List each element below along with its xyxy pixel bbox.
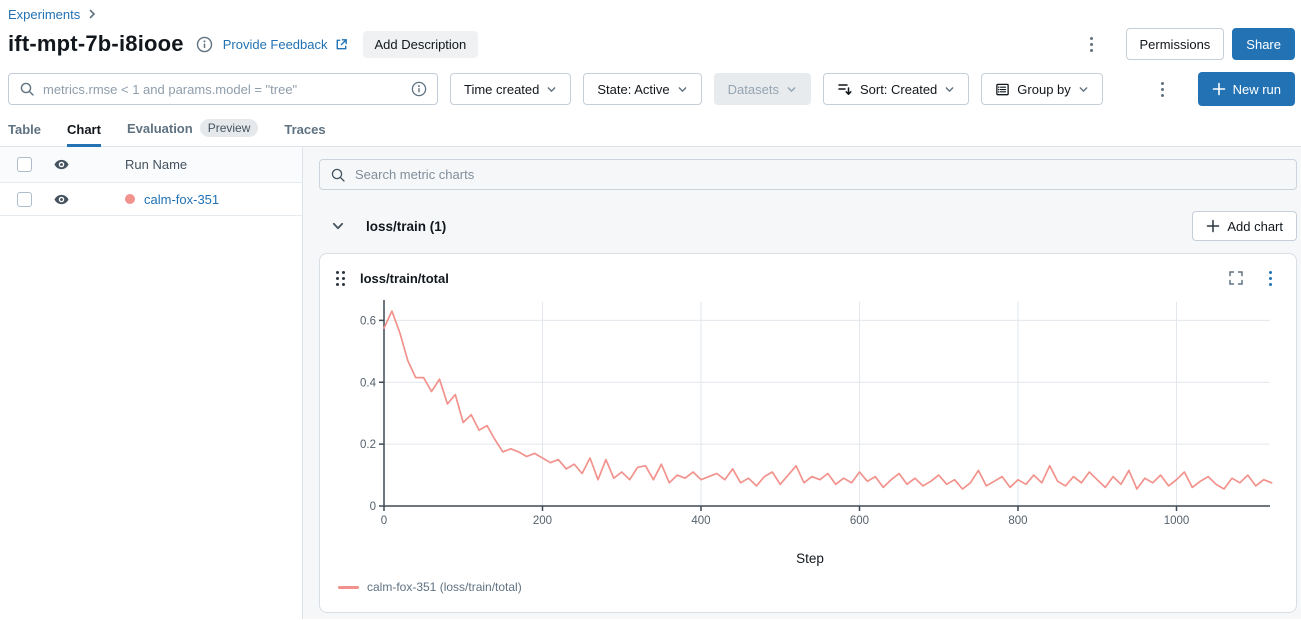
x-axis-title: Step [796,551,824,566]
plus-icon [1206,219,1220,233]
provide-feedback-label: Provide Feedback [222,36,328,52]
external-link-icon [334,37,349,52]
page-title: ift-mpt-7b-i8iooe [8,31,184,56]
add-chart-button[interactable]: Add chart [1192,211,1297,241]
toolbar-overflow-menu-button[interactable] [1153,75,1173,103]
select-all-checkbox[interactable] [17,157,32,172]
legend-label: calm-fox-351 (loss/train/total) [367,580,522,594]
svg-text:1000: 1000 [1164,515,1190,527]
permissions-button[interactable]: Permissions [1125,28,1225,60]
tab-table[interactable]: Table [8,122,41,146]
run-name-link[interactable]: calm-fox-351 [144,191,220,207]
svg-text:400: 400 [691,515,710,527]
group-by-label: Group by [1017,81,1071,97]
search-icon [330,167,346,183]
search-icon [19,81,35,97]
breadcrumb: Experiments [8,5,1295,23]
share-label: Share [1246,36,1281,52]
datasets-label: Datasets [727,81,779,97]
metric-section-header: loss/train (1) Add chart [319,211,1297,241]
datasets-filter: Datasets [713,73,811,105]
chart-card-menu-button[interactable] [1260,264,1280,292]
chevron-down-icon [677,84,688,95]
tab-chart-label: Chart [67,122,101,137]
chevron-down-icon [1078,84,1089,95]
chevron-down-icon [546,84,557,95]
state-label: State: Active [597,81,670,97]
breadcrumb-experiments-link[interactable]: Experiments [8,6,81,22]
tab-evaluation-label: Evaluation [126,120,193,136]
filter-toolbar: Time created State: Active Datasets Sort… [0,72,1301,106]
new-run-label: New run [1232,81,1281,97]
runs-list-panel: Run Name calm-fox-351 [0,147,303,619]
sort-icon [837,81,853,97]
metric-charts-search-box[interactable] [319,159,1297,190]
svg-text:0.4: 0.4 [360,377,377,389]
preview-badge: Preview [199,119,259,137]
new-run-button[interactable]: New run [1197,72,1295,106]
tab-traces-label: Traces [284,122,326,137]
time-created-label: Time created [464,81,540,97]
legend-item[interactable]: calm-fox-351 (loss/train/total) [338,580,1280,594]
chevron-down-icon [786,84,797,95]
run-name-column-header: Run Name [125,157,188,172]
expand-fullscreen-icon[interactable] [1228,270,1244,286]
sort-button[interactable]: Sort: Created [822,73,970,105]
svg-text:200: 200 [533,515,552,527]
view-tabs: Table Chart Evaluation Preview Traces [0,119,1301,147]
info-icon[interactable] [196,36,213,53]
charts-panel: loss/train (1) Add chart loss/train/tota… [303,147,1301,619]
search-info-icon[interactable] [411,81,427,97]
tab-evaluation[interactable]: Evaluation Preview [126,119,259,146]
run-checkbox[interactable] [17,191,32,207]
group-by-icon [995,82,1010,97]
add-chart-label: Add chart [1227,218,1283,234]
svg-text:800: 800 [1008,515,1027,527]
header-overflow-menu-button[interactable] [1082,30,1102,58]
runs-search-input[interactable] [43,81,403,97]
svg-text:600: 600 [850,515,869,527]
page-header: Experiments ift-mpt-7b-i8iooe Provide Fe… [0,0,1301,61]
run-row[interactable]: calm-fox-351 [0,183,302,216]
run-visibility-eye-icon[interactable] [53,191,70,208]
svg-text:0: 0 [381,515,387,527]
metric-charts-search-input[interactable] [355,167,1286,182]
runs-list-header: Run Name [0,147,302,183]
visibility-all-eye-icon[interactable] [53,156,70,173]
add-description-button[interactable]: Add Description [362,30,479,58]
share-button[interactable]: Share [1232,28,1295,60]
chart-card-title: loss/train/total [360,270,449,286]
time-created-filter[interactable]: Time created [450,73,572,105]
line-chart[interactable]: 0 0.2 0.4 0.6 0 200 400 600 800 1000 [340,296,1280,546]
tab-traces[interactable]: Traces [284,122,325,146]
legend-line-swatch [338,585,359,589]
metric-chart-card: loss/train/total 0 0.2 0.4 0.6 0 200 400 600 800… [319,253,1297,613]
state-filter[interactable]: State: Active [583,73,702,105]
run-color-dot [125,194,135,204]
provide-feedback-link[interactable]: Provide Feedback [223,37,349,52]
drag-handle-icon[interactable] [336,270,345,286]
permissions-label: Permissions [1139,36,1211,52]
runs-search-box[interactable] [8,73,438,105]
chevron-right-icon [87,9,97,19]
svg-text:0.6: 0.6 [360,315,376,327]
tab-table-label: Table [8,122,41,137]
chevron-down-icon [944,84,955,95]
section-collapse-chevron-icon[interactable] [331,219,345,233]
plus-icon [1212,82,1226,96]
svg-text:0: 0 [370,501,376,513]
sort-label: Sort: Created [859,81,938,97]
metric-section-title: loss/train (1) [366,218,447,234]
tab-chart[interactable]: Chart [67,122,101,147]
svg-text:0.2: 0.2 [360,439,376,451]
group-by-button[interactable]: Group by [981,73,1103,105]
loss-chart-plot[interactable]: 0 0.2 0.4 0.6 0 200 400 600 800 1000 [340,296,1280,549]
